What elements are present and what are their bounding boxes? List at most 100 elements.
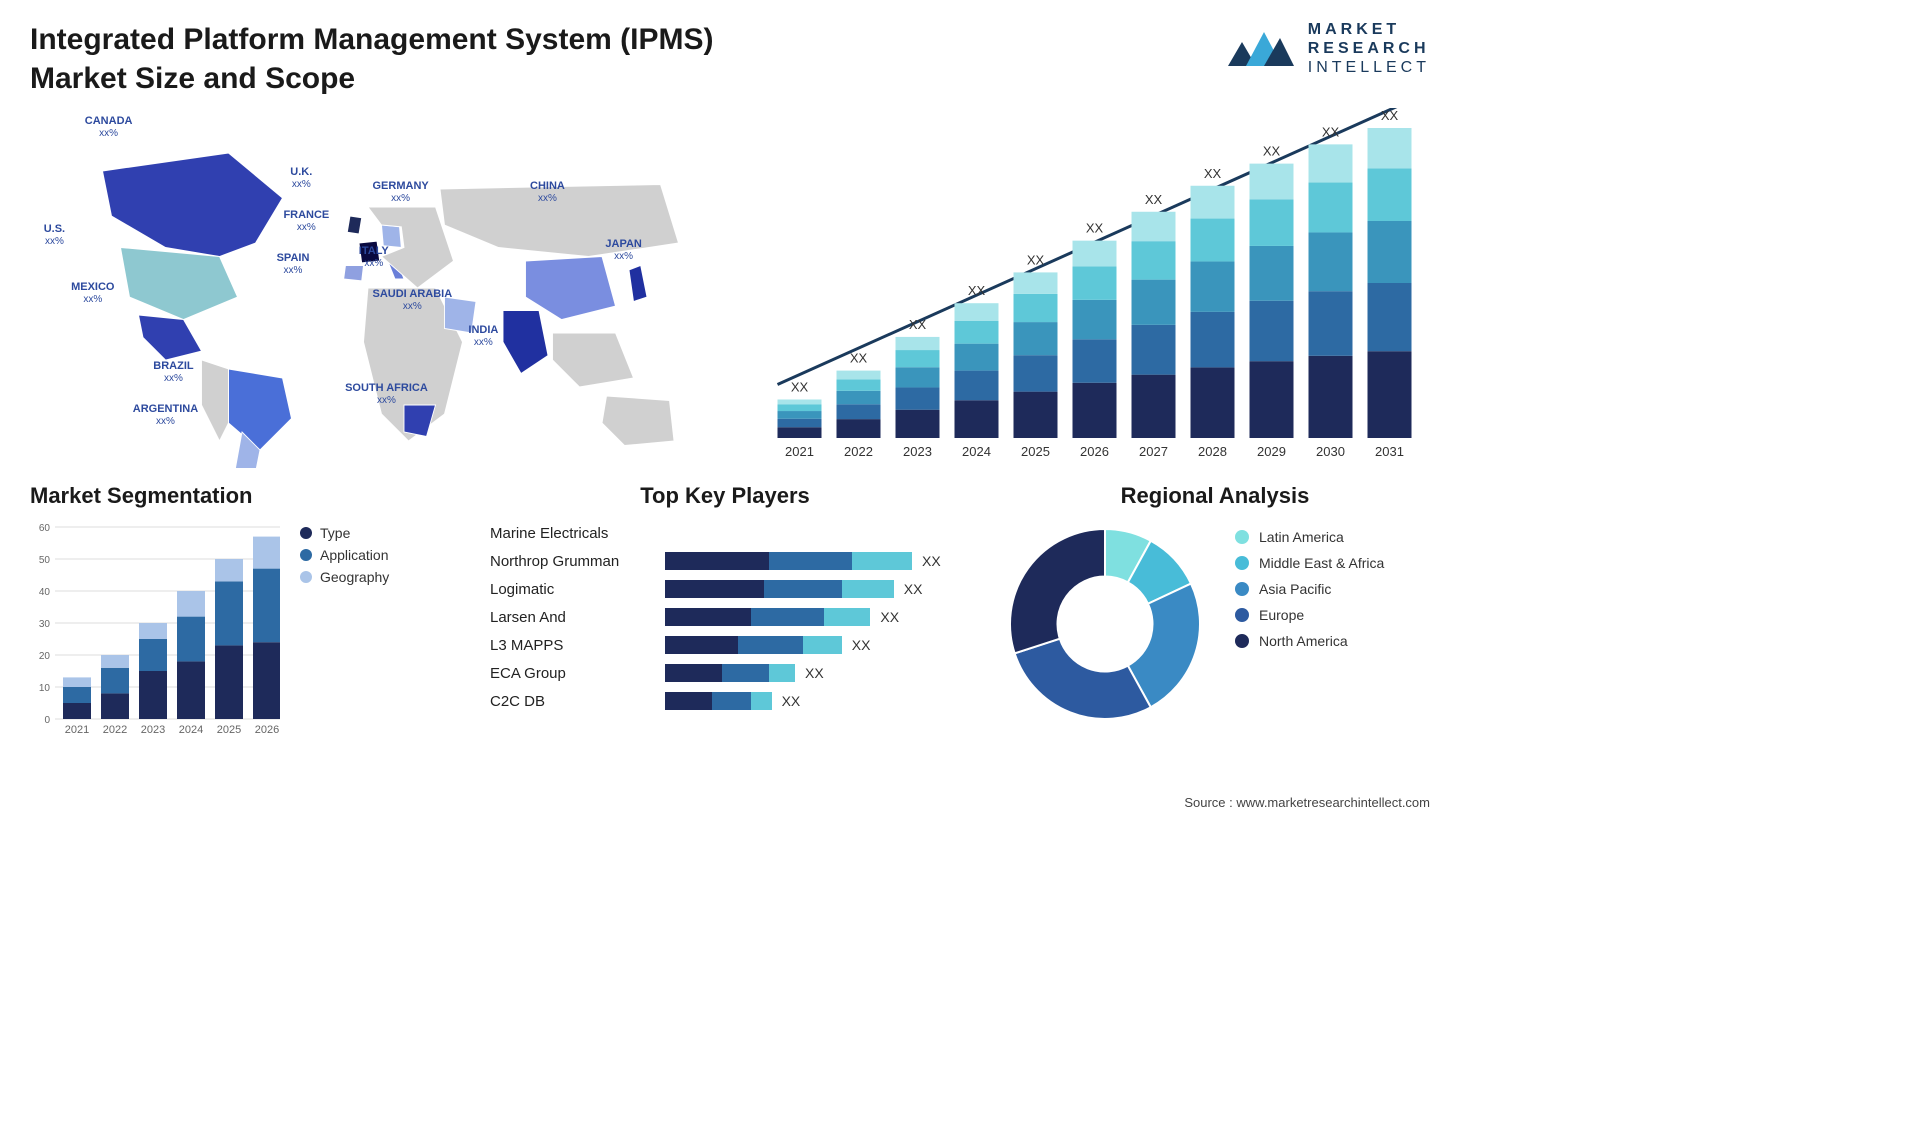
player-bar-seg [665, 580, 764, 598]
map-label-brazil: BRAZILxx% [153, 360, 193, 385]
forecast-bar-2023-seg2 [896, 367, 940, 387]
player-bar [665, 608, 870, 626]
forecast-bar-value-2024: XX [968, 283, 986, 298]
map-region-asia-india [503, 311, 548, 374]
forecast-year-2021: 2021 [785, 444, 814, 459]
players-chart: Marine Electricals Northrop GrummanXX Logi… [490, 519, 960, 715]
forecast-bar-2030-seg2 [1309, 232, 1353, 291]
world-map-panel: CANADAxx%U.S.xx%MEXICOxx%BRAZILxx%ARGENT… [30, 108, 715, 468]
forecast-year-2029: 2029 [1257, 444, 1286, 459]
donut-slice-europe [1015, 639, 1151, 719]
map-label-china: CHINAxx% [530, 180, 565, 205]
donut-chart [1000, 519, 1210, 729]
regional-donut [1000, 519, 1210, 729]
player-name: L3 MAPPS [490, 637, 665, 654]
player-bar-seg [738, 636, 803, 654]
forecast-bar-2029-seg3 [1250, 199, 1294, 246]
forecast-bar-panel: XX2021XX2022XX2023XX2024XX2025XX2026XX20… [745, 108, 1430, 468]
player-name: Marine Electricals [490, 525, 665, 542]
map-region-asia-sea [553, 333, 634, 387]
player-bar-seg [824, 608, 871, 626]
player-bar-seg [712, 692, 751, 710]
seg-bar-2025-application [215, 581, 243, 645]
map-label-u.s.: U.S.xx% [44, 223, 65, 248]
player-name: C2C DB [490, 693, 665, 710]
forecast-bar-2023-seg3 [896, 350, 940, 367]
regional-title: Regional Analysis [1000, 483, 1430, 509]
player-row-northrop-grumman: Northrop GrummanXX [490, 547, 960, 575]
seg-ytick: 30 [39, 619, 51, 630]
forecast-bar-2031-seg4 [1368, 128, 1412, 168]
source-attribution: Source : www.marketresearchintellect.com [1184, 795, 1430, 810]
seg-legend-geography: Geography [300, 569, 389, 585]
forecast-bar-2031-seg1 [1368, 283, 1412, 351]
forecast-year-2031: 2031 [1375, 444, 1404, 459]
forecast-bar-2028-seg3 [1191, 219, 1235, 262]
player-bar-seg [665, 664, 722, 682]
map-label-u.k.: U.K.xx% [290, 166, 312, 191]
player-bar [665, 636, 842, 654]
seg-bar-2026-geography [253, 537, 280, 569]
player-bar-seg [769, 664, 795, 682]
map-region-na-mexico [139, 315, 202, 360]
seg-legend-application: Application [300, 547, 389, 563]
seg-ytick: 50 [39, 555, 51, 566]
forecast-bar-2030-seg1 [1309, 291, 1353, 356]
seg-ytick: 60 [39, 523, 51, 534]
forecast-bar-2025-seg1 [1014, 355, 1058, 391]
forecast-bar-2031-seg2 [1368, 221, 1412, 283]
seg-bar-2022-geography [101, 655, 129, 668]
map-label-france: FRANCExx% [283, 209, 329, 234]
forecast-bar-2024-seg2 [955, 344, 999, 371]
forecast-bar-2026-seg1 [1073, 339, 1117, 382]
forecast-bar-2021-seg2 [778, 411, 822, 419]
seg-bar-2023-type [139, 671, 167, 719]
map-region-asia-china [526, 257, 616, 320]
forecast-bar-2023-seg4 [896, 337, 940, 350]
forecast-bar-value-2022: XX [850, 351, 868, 366]
player-row-larsen-and: Larsen AndXX [490, 603, 960, 631]
player-bar-seg [751, 608, 824, 626]
map-label-india: INDIAxx% [468, 324, 498, 349]
player-name: Logimatic [490, 581, 665, 598]
forecast-bar-2027-seg2 [1132, 280, 1176, 325]
logo-line1: MARKET [1308, 20, 1430, 39]
regional-legend: Latin AmericaMiddle East & AfricaAsia Pa… [1235, 519, 1384, 659]
seg-year-2025: 2025 [217, 724, 241, 736]
player-bar-seg [665, 552, 769, 570]
segmentation-legend: TypeApplicationGeography [300, 519, 389, 739]
seg-bar-2021-type [63, 703, 91, 719]
forecast-bar-value-2021: XX [791, 379, 809, 394]
forecast-bar-2026-seg2 [1073, 300, 1117, 339]
forecast-bar-2025-seg2 [1014, 322, 1058, 355]
map-label-canada: CANADAxx% [85, 115, 133, 140]
seg-bar-2026-type [253, 642, 280, 719]
forecast-bar-2029-seg1 [1250, 301, 1294, 361]
region-legend-asia-pacific: Asia Pacific [1235, 581, 1384, 597]
player-bar-seg [852, 552, 912, 570]
seg-bar-2022-type [101, 693, 129, 719]
player-value: XX [880, 609, 899, 625]
map-region-asia-japan [629, 266, 647, 302]
player-row-l3-mapps: L3 MAPPSXX [490, 631, 960, 659]
forecast-year-2026: 2026 [1080, 444, 1109, 459]
region-legend-latin-america: Latin America [1235, 529, 1384, 545]
seg-ytick: 40 [39, 587, 51, 598]
forecast-bar-2021-seg1 [778, 419, 822, 427]
forecast-bar-2024-seg0 [955, 400, 999, 438]
forecast-bar-2030-seg3 [1309, 183, 1353, 233]
seg-bar-2025-geography [215, 559, 243, 581]
region-legend-north-america: North America [1235, 633, 1384, 649]
segmentation-title: Market Segmentation [30, 483, 450, 509]
forecast-bar-2026-seg0 [1073, 383, 1117, 438]
forecast-bar-chart: XX2021XX2022XX2023XX2024XX2025XX2026XX20… [745, 108, 1430, 468]
forecast-bar-2023-seg0 [896, 410, 940, 438]
forecast-bar-2025-seg3 [1014, 294, 1058, 322]
seg-bar-2023-geography [139, 623, 167, 639]
seg-year-2024: 2024 [179, 724, 203, 736]
map-region-sa-brazil [229, 369, 292, 450]
forecast-bar-2021-seg0 [778, 427, 822, 438]
player-bar-seg [769, 552, 852, 570]
forecast-bar-2026-seg4 [1073, 241, 1117, 267]
player-bar [665, 552, 912, 570]
